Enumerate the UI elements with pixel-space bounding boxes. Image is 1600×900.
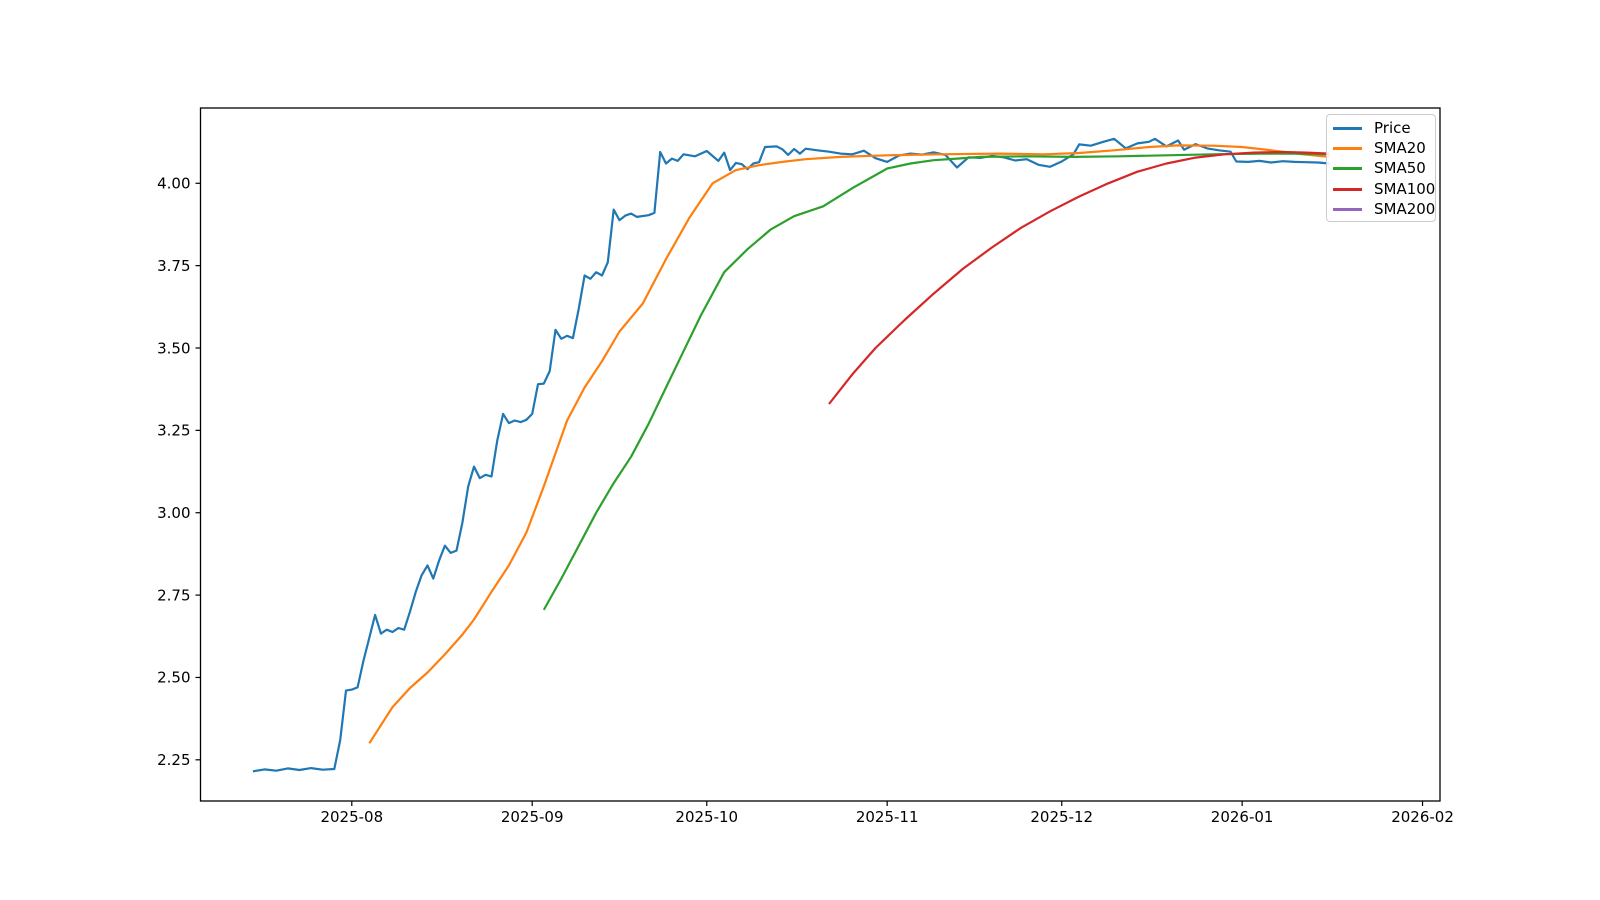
legend-item-sma50: SMA50 bbox=[1327, 159, 1435, 179]
legend-line-sample-sma20 bbox=[1333, 147, 1362, 151]
legend-item-sma100: SMA100 bbox=[1327, 179, 1435, 199]
y-tick-label: 3.50 bbox=[157, 339, 190, 357]
legend-item-price: Price bbox=[1327, 118, 1435, 138]
x-tick-label: 2025-09 bbox=[501, 808, 564, 826]
axes-spines bbox=[199, 107, 1441, 802]
legend-line-sample-sma50 bbox=[1333, 167, 1362, 171]
x-tick-label: 2025-12 bbox=[1030, 808, 1093, 826]
y-tick-label: 3.75 bbox=[157, 257, 190, 275]
x-tick-label: 2026-02 bbox=[1391, 808, 1454, 826]
price-line bbox=[252, 137, 1330, 773]
legend-item-sma20: SMA20 bbox=[1327, 138, 1435, 158]
y-tick-label: 3.00 bbox=[157, 504, 190, 522]
legend-line-sample-sma100 bbox=[1333, 187, 1362, 191]
legend-label-sma100: SMA100 bbox=[1374, 179, 1436, 198]
x-tick-label: 2026-01 bbox=[1211, 808, 1274, 826]
x-tick-label: 2025-10 bbox=[675, 808, 738, 826]
y-tick-label: 3.25 bbox=[157, 422, 190, 440]
sma50-line bbox=[542, 152, 1330, 611]
legend-label-price: Price bbox=[1374, 118, 1411, 137]
y-tick-label: 2.25 bbox=[157, 751, 190, 769]
legend-label-sma200: SMA200 bbox=[1374, 200, 1436, 219]
legend-label-sma50: SMA50 bbox=[1374, 159, 1426, 178]
legend-item-sma200: SMA200 bbox=[1327, 200, 1435, 220]
y-tick-label: 2.50 bbox=[157, 669, 190, 687]
sma100-line bbox=[828, 150, 1330, 405]
legend-line-sample-price bbox=[1333, 126, 1362, 130]
legend-label-sma20: SMA20 bbox=[1374, 139, 1426, 158]
legend-line-sample-sma200 bbox=[1333, 208, 1362, 212]
y-tick-label: 2.75 bbox=[157, 586, 190, 604]
legend: Price SMA20 SMA50 SMA100 SMA200 bbox=[1326, 114, 1436, 222]
x-tick-label: 2025-11 bbox=[856, 808, 919, 826]
x-tick-label: 2025-08 bbox=[320, 808, 383, 826]
y-tick-label: 4.00 bbox=[157, 175, 190, 193]
sma20-line bbox=[368, 144, 1330, 744]
